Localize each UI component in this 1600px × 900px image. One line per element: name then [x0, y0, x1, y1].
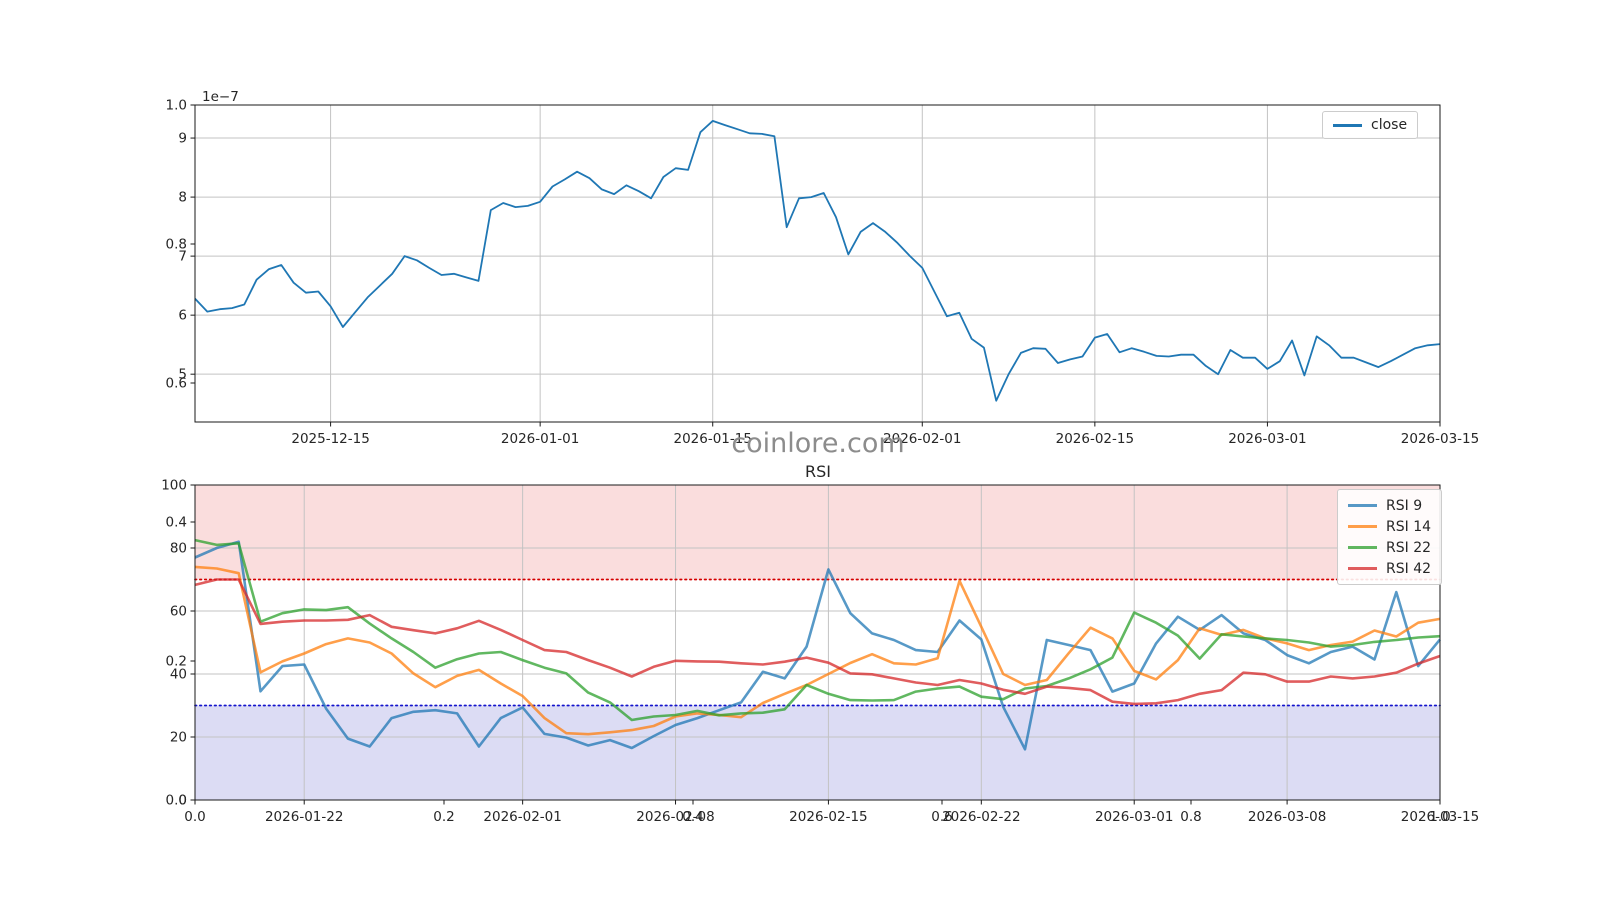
rsi-x-tick-label: 2026-03-08 [1248, 809, 1326, 825]
watermark: coinlore.com [731, 428, 905, 459]
close-legend-label: close [1371, 117, 1408, 133]
overlay-y-tick-label: 1.0 [166, 98, 187, 114]
legend-row-rsi14: RSI 14 [1348, 516, 1431, 537]
overlay-y-tick-label: 0.6 [166, 376, 187, 392]
overlay-x-tick-label: 0.8 [1180, 809, 1201, 825]
rsi14-line-swatch [1348, 525, 1377, 528]
price-x-tick-label: 2026-03-01 [1228, 431, 1306, 447]
legend-row-rsi22: RSI 22 [1348, 537, 1431, 558]
rsi-x-tick-label: 2026-02-22 [942, 809, 1020, 825]
price-x-tick-label: 2026-03-15 [1401, 431, 1479, 447]
price-legend: close [1322, 111, 1419, 139]
rsi-bands [195, 485, 1440, 800]
price-y-tick-label: 5 [178, 367, 187, 383]
price-y-tick-label: 8 [178, 190, 187, 206]
series-rsi42-line [194, 578, 1441, 706]
rsi-x-tick-label: 2026-03-01 [1095, 809, 1173, 825]
legend-row-rsi42: RSI 42 [1348, 558, 1431, 579]
close-line-swatch [1333, 123, 1362, 127]
overlay-x-tick-label: 0.0 [184, 809, 205, 825]
price-y-tick-label: 6 [178, 308, 187, 324]
overlay-y-tick-label: 0.2 [166, 654, 187, 670]
price-y-tick-label: 9 [178, 131, 187, 147]
rsi-y-tick-label: 20 [170, 730, 187, 746]
oversold-band [195, 705, 1440, 800]
rsi-x-tick-label: 2026-02-15 [789, 809, 867, 825]
series-rsi22-line [194, 538, 1441, 722]
overlay-y-tick-label: 0.8 [166, 237, 187, 253]
tick-labels: 2025-12-15 2026-01-01 2026-01-15 2026-02-01… [161, 89, 1479, 825]
rsi-y-tick-label: 80 [170, 541, 187, 557]
rsi14-legend-label: RSI 14 [1386, 518, 1432, 535]
series-rsi9-line [194, 540, 1442, 751]
rsi-y-tick-label: 0 [178, 793, 187, 809]
rsi-y-tick-label: 40 [170, 667, 187, 683]
rsi42-legend-label: RSI 42 [1386, 560, 1432, 577]
series-close-line [194, 120, 1441, 402]
rsi-y-tick-label: 60 [170, 604, 187, 620]
rsi9-line-swatch [1348, 504, 1377, 507]
rsi22-line-swatch [1348, 546, 1377, 549]
rsi-panel-title: RSI [805, 462, 831, 481]
legend-row-rsi9: RSI 9 [1348, 495, 1431, 516]
price-x-tick-label: 2026-02-15 [1056, 431, 1134, 447]
rsi-x-tick-label: 2026-03-15 [1401, 809, 1479, 825]
tick-marks [190, 104, 1441, 805]
rsi-x-tick-label: 2026-02-01 [483, 809, 561, 825]
rsi-x-tick-label: 2026-01-22 [265, 809, 343, 825]
rsi9-legend-label: RSI 9 [1386, 497, 1423, 514]
rsi22-legend-label: RSI 22 [1386, 539, 1432, 556]
price-axes-frame [194, 104, 1441, 423]
rsi-y-tick-label: 100 [161, 478, 187, 494]
price-axis-offset-label: 1e−7 [202, 89, 239, 105]
rsi42-line-swatch [1348, 567, 1377, 570]
rsi-threshold-lines [194, 578, 1441, 707]
data-series [194, 120, 1442, 751]
overlay-x-tick-label: 0.4 [682, 809, 703, 825]
rsi-axes-frame [194, 484, 1441, 801]
price-x-tick-label: 2026-01-15 [673, 431, 751, 447]
overlay-x-tick-label: 1.0 [1429, 809, 1450, 825]
overlay-y-tick-label: 0.0 [166, 793, 187, 809]
price-y-tick-label: 7 [178, 249, 187, 265]
price-x-tick-label: 2025-12-15 [291, 431, 369, 447]
price-x-tick-label: 2026-02-01 [883, 431, 961, 447]
overlay-y-tick-label: 0.4 [166, 515, 187, 531]
series-rsi14-line [194, 565, 1441, 736]
axes-frames [194, 104, 1441, 801]
rsi-x-tick-label: 2026-02-08 [636, 809, 714, 825]
rsi-legend: RSI 9 RSI 14 RSI 22 RSI 42 [1337, 489, 1443, 585]
overlay-x-tick-label: 0.6 [931, 809, 952, 825]
price-x-tick-label: 2026-01-01 [501, 431, 579, 447]
overlay-x-tick-label: 0.2 [433, 809, 454, 825]
overbought-band [195, 485, 1440, 580]
